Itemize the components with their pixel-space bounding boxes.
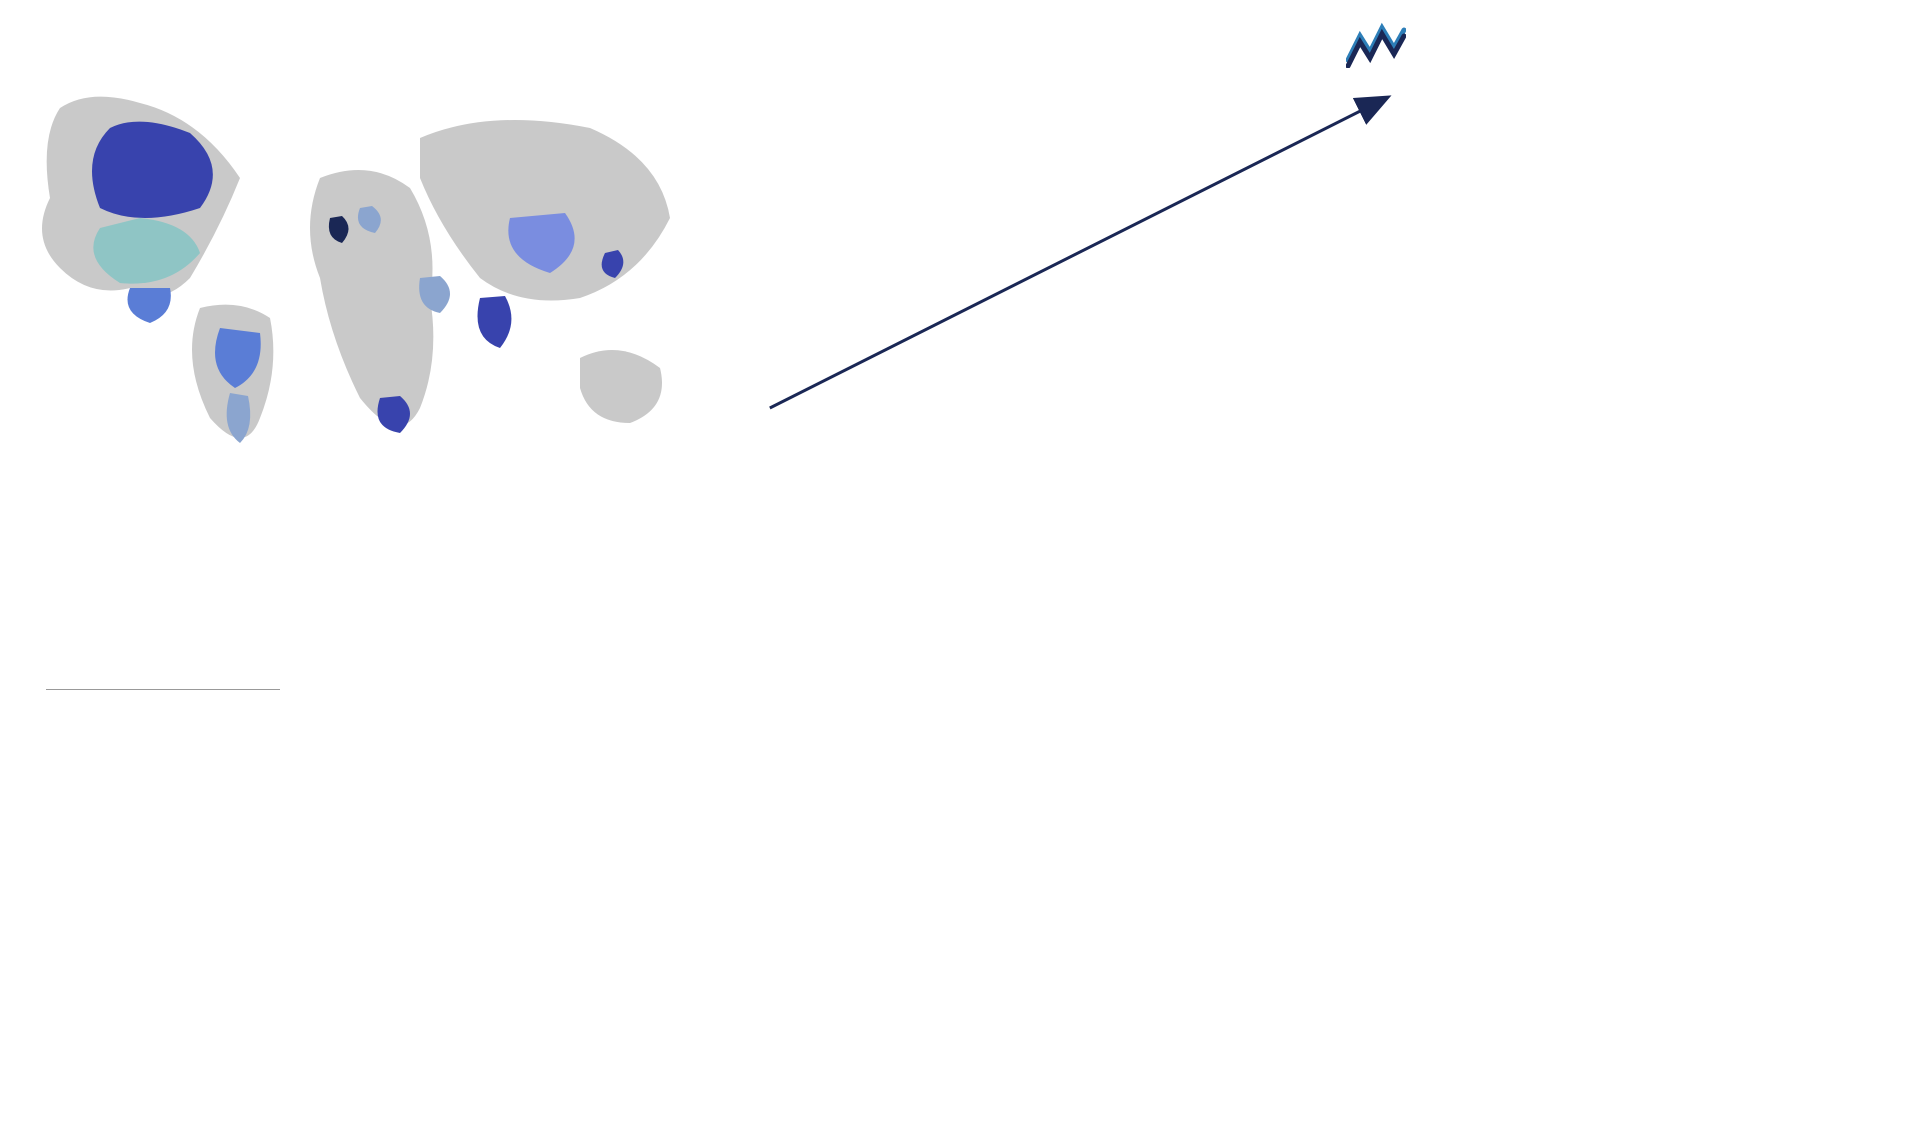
- market-size-chart: [740, 78, 1416, 458]
- regional-donut: [860, 492, 1090, 722]
- world-map: [20, 78, 720, 458]
- segmentation-chart: [20, 492, 280, 712]
- brand-logo: [1346, 18, 1416, 68]
